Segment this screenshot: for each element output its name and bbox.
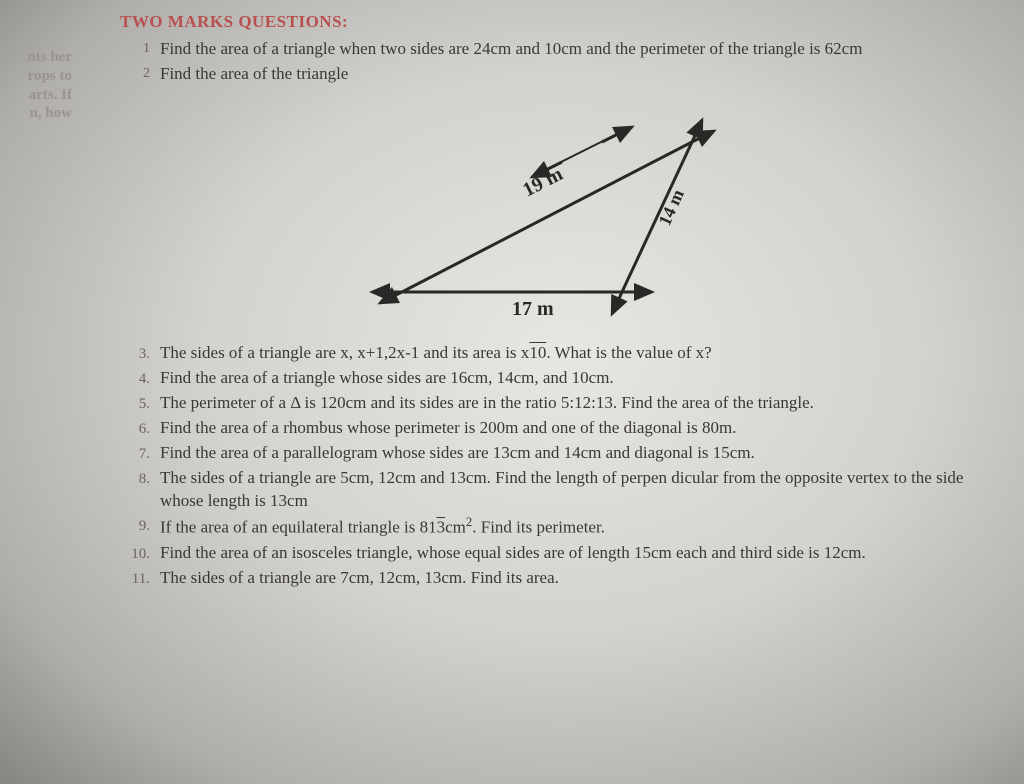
question-text: Find the area of an isosceles triangle, …: [160, 542, 984, 565]
question-text: Find the area of the triangle: [160, 63, 984, 86]
question-number: 7.: [120, 442, 160, 465]
question-number: 10.: [120, 542, 160, 565]
question-row: 11.The sides of a triangle are 7cm, 12cm…: [120, 567, 984, 590]
side-l4: n, how: [29, 105, 72, 121]
question-row: 6.Find the area of a rhombus whose perim…: [120, 417, 984, 440]
svg-text:19 m: 19 m: [519, 163, 566, 202]
question-row: 4.Find the area of a triangle whose side…: [120, 367, 984, 390]
question-number: 9.: [120, 514, 160, 540]
question-text: Find the area of a triangle when two sid…: [160, 38, 984, 61]
question-number: 2: [120, 63, 160, 86]
question-number: 3.: [120, 342, 160, 365]
question-text: Find the area of a triangle whose sides …: [160, 367, 984, 390]
question-text: Find the area of a parallelogram whose s…: [160, 442, 984, 465]
question-text: The sides of a triangle are x, x+1,2x-1 …: [160, 342, 984, 365]
question-number: 4.: [120, 367, 160, 390]
question-text: Find the area of a rhombus whose perimet…: [160, 417, 984, 440]
side-l1: nts her: [27, 49, 72, 65]
question-row: 8.The sides of a triangle are 5cm, 12cm …: [120, 467, 984, 513]
triangle-diagram: 17 m 19 m 14 m: [362, 102, 742, 322]
svg-text:17 m: 17 m: [512, 298, 554, 320]
side-l2: rops to: [28, 68, 72, 84]
question-text: If the area of an equilateral triangle i…: [160, 514, 984, 540]
question-row: 7.Find the area of a parallelogram whose…: [120, 442, 984, 465]
cut-off-side-text: nts her rops to arts. If n, how: [2, 48, 72, 123]
question-row: 1Find the area of a triangle when two si…: [120, 38, 984, 61]
svg-text:14 m: 14 m: [654, 186, 688, 228]
question-row: 10.Find the area of an isosceles triangl…: [120, 542, 984, 565]
question-text: The sides of a triangle are 5cm, 12cm an…: [160, 467, 984, 513]
question-text: The sides of a triangle are 7cm, 12cm, 1…: [160, 567, 984, 590]
question-row: 2Find the area of the triangle: [120, 63, 984, 86]
page: nts her rops to arts. If n, how TWO MARK…: [0, 0, 1024, 784]
top-questions: 1Find the area of a triangle when two si…: [120, 38, 984, 86]
question-text: The perimeter of a Δ is 120cm and its si…: [160, 392, 984, 415]
question-number: 11.: [120, 567, 160, 590]
question-row: 9.If the area of an equilateral triangle…: [120, 514, 984, 540]
question-row: 5.The perimeter of a Δ is 120cm and its …: [120, 392, 984, 415]
question-number: 6.: [120, 417, 160, 440]
section-title: TWO MARKS QUESTIONS:: [120, 12, 984, 32]
triangle-diagram-holder: 17 m 19 m 14 m: [120, 102, 984, 322]
bottom-questions: 3.The sides of a triangle are x, x+1,2x-…: [120, 342, 984, 590]
question-number: 1: [120, 38, 160, 61]
question-number: 5.: [120, 392, 160, 415]
question-number: 8.: [120, 467, 160, 513]
question-row: 3.The sides of a triangle are x, x+1,2x-…: [120, 342, 984, 365]
content-column: TWO MARKS QUESTIONS: 1Find the area of a…: [120, 8, 984, 590]
side-l3: arts. If: [29, 87, 72, 103]
